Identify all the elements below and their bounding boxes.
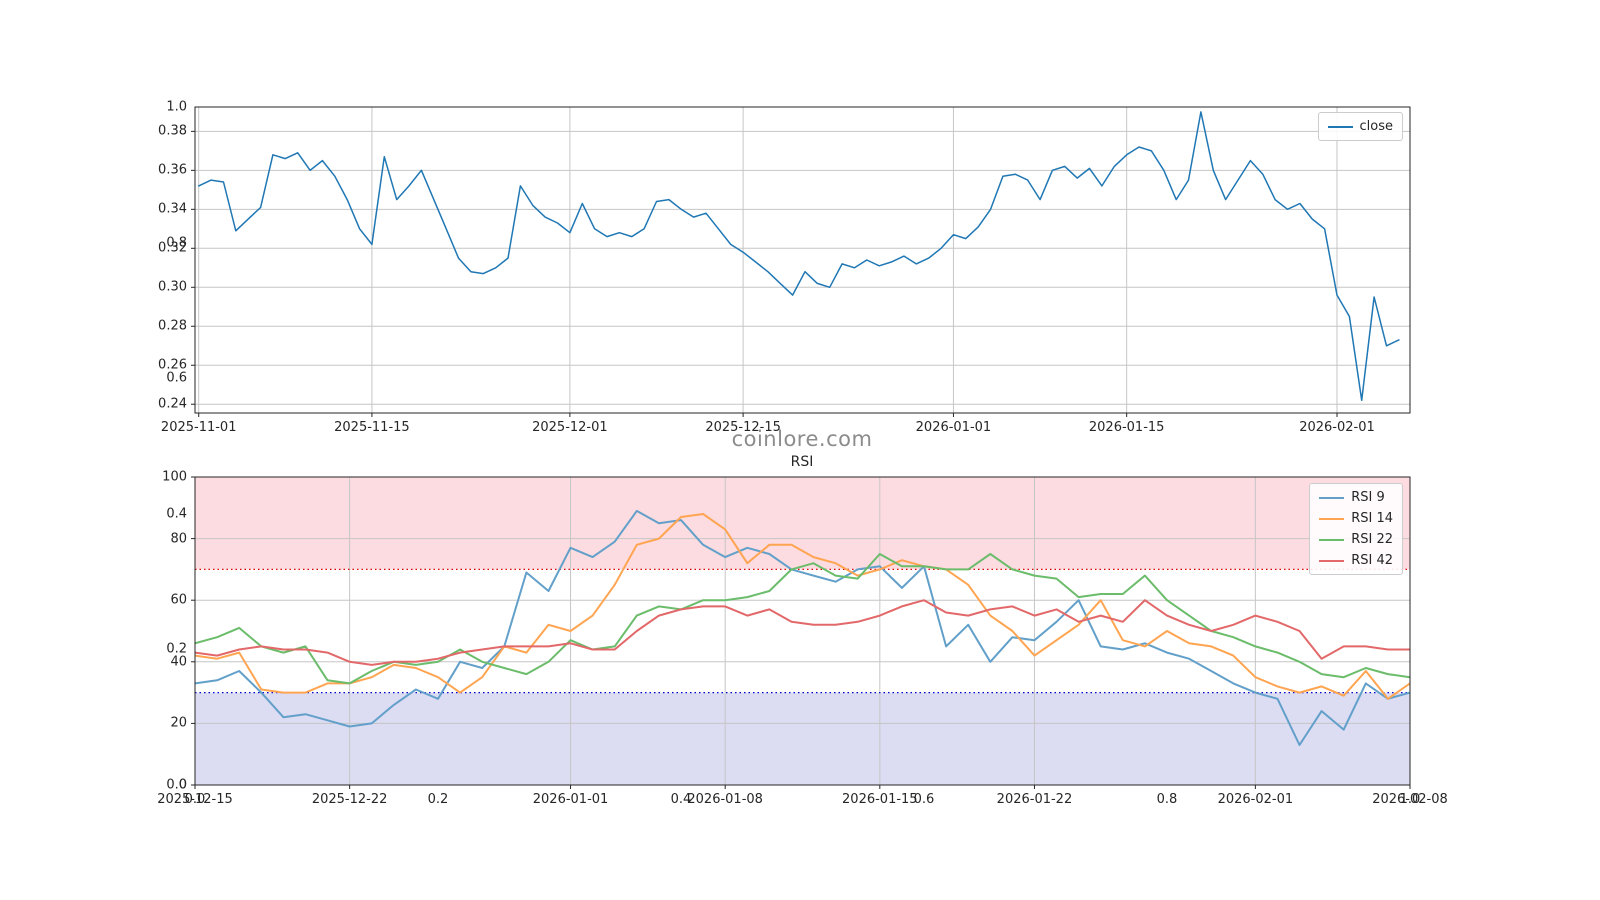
overlay-x-tick-label: 0.0 [184, 792, 206, 807]
overlay-x-tick-label: 0.4 [670, 792, 692, 807]
legend-label: RSI 22 [1351, 532, 1393, 547]
axes-frame [194, 106, 1411, 414]
overlay-x-tick-label: 0.8 [1156, 792, 1178, 807]
legend-line-swatch [1319, 559, 1345, 562]
chart-0-y-tick-label: 0.32 [158, 240, 187, 256]
legend-line-swatch [1319, 538, 1345, 541]
rsi-42-line [195, 599, 1410, 666]
rsi-9-line [195, 509, 1410, 746]
close-legend: close [1317, 112, 1403, 141]
chart-1-y-tick-label: 40 [170, 654, 187, 670]
chart-0-y-tick-label: 0.28 [158, 318, 187, 334]
chart-0-x-tick-label: 2026-01-15 [1088, 420, 1165, 435]
chart-0-y-tick-label: 0.34 [158, 201, 187, 217]
legend-line-swatch [1327, 125, 1353, 128]
overlay-x-tick-label: 1.0 [1399, 792, 1421, 807]
chart-1-x-tick-label: 2026-02-01 [1217, 792, 1294, 807]
legend-label: RSI 14 [1351, 511, 1393, 526]
chart-0-y-tick-label: 0.26 [158, 357, 187, 373]
chart-1-x-tick-label: 2026-01-22 [996, 792, 1073, 807]
overlay-y-tick-label: 0.6 [166, 370, 187, 386]
legend-line-swatch [1319, 496, 1345, 499]
chart-1-x-tick-label: 2025-12-15 [157, 792, 233, 807]
chart-1-x-tick-label: 2026-01-15 [842, 792, 918, 807]
oversold-band [195, 692, 1410, 785]
close-line [197, 111, 1400, 402]
chart-0-y-tick-label: 0.30 [158, 279, 187, 295]
chart-1-x-tick-label: 2026-01-01 [532, 792, 609, 807]
overlay-y-tick-label: 0.2 [166, 641, 187, 657]
axes-frame [194, 476, 1411, 786]
overbought-band [195, 477, 1410, 570]
chart-0-x-tick-label: 2025-11-01 [160, 420, 237, 435]
chart-1-x-tick-label: 2026-02-08 [1372, 792, 1448, 807]
chart-1-x-tick-label: 2025-12-22 [311, 792, 388, 807]
overlay-y-tick-label: 0.8 [166, 235, 187, 251]
chart-1-x-tick-label: 2026-01-08 [687, 792, 763, 807]
chart-1-y-tick-label: 100 [162, 469, 187, 485]
overlay-x-tick-label: 0.6 [913, 792, 935, 807]
watermark: coinlore.com [731, 427, 873, 451]
legend-entry-rsi-22: RSI 22 [1319, 529, 1393, 550]
chart-1-y-tick-label: 0 [178, 777, 187, 793]
chart-0-x-tick-label: 2026-01-01 [915, 420, 992, 435]
chart-0-y-tick-label: 0.38 [158, 123, 187, 139]
legend-label: close [1359, 119, 1393, 134]
chart-0-y-tick-label: 0.36 [158, 162, 187, 178]
legend-entry-close: close [1327, 116, 1393, 137]
overlay-y-tick-label: 0.0 [166, 777, 187, 793]
chart-0-x-tick-label: 2025-11-15 [334, 420, 410, 435]
legend-entry-rsi-9: RSI 9 [1319, 487, 1393, 508]
legend-label: RSI 42 [1351, 553, 1393, 568]
overlay-x-tick-label: 0.2 [427, 792, 449, 807]
chart-1-y-tick-label: 60 [170, 592, 187, 608]
rsi-chart-title: RSI [790, 454, 814, 470]
overlay-y-tick-label: 1.0 [166, 99, 187, 115]
chart-1-y-tick-label: 80 [170, 531, 187, 547]
legend-entry-rsi-42: RSI 42 [1319, 550, 1393, 571]
chart-0-x-tick-label: 2025-12-01 [532, 420, 608, 435]
legend-line-swatch [1319, 517, 1345, 520]
overlay-y-tick-label: 0.4 [166, 506, 187, 522]
chart-0-x-tick-label: 2026-02-01 [1299, 420, 1375, 435]
legend-entry-rsi-14: RSI 14 [1319, 508, 1393, 529]
chart-0-x-tick-label: 2025-12-15 [705, 420, 781, 435]
legend-label: RSI 9 [1351, 490, 1385, 505]
chart-1-y-tick-label: 20 [170, 715, 187, 731]
chart-0-y-tick-label: 0.24 [158, 396, 187, 412]
rsi-legend: RSI 9 RSI 14 RSI 22 RSI 42 [1309, 483, 1403, 575]
rsi-14-line [195, 513, 1410, 700]
